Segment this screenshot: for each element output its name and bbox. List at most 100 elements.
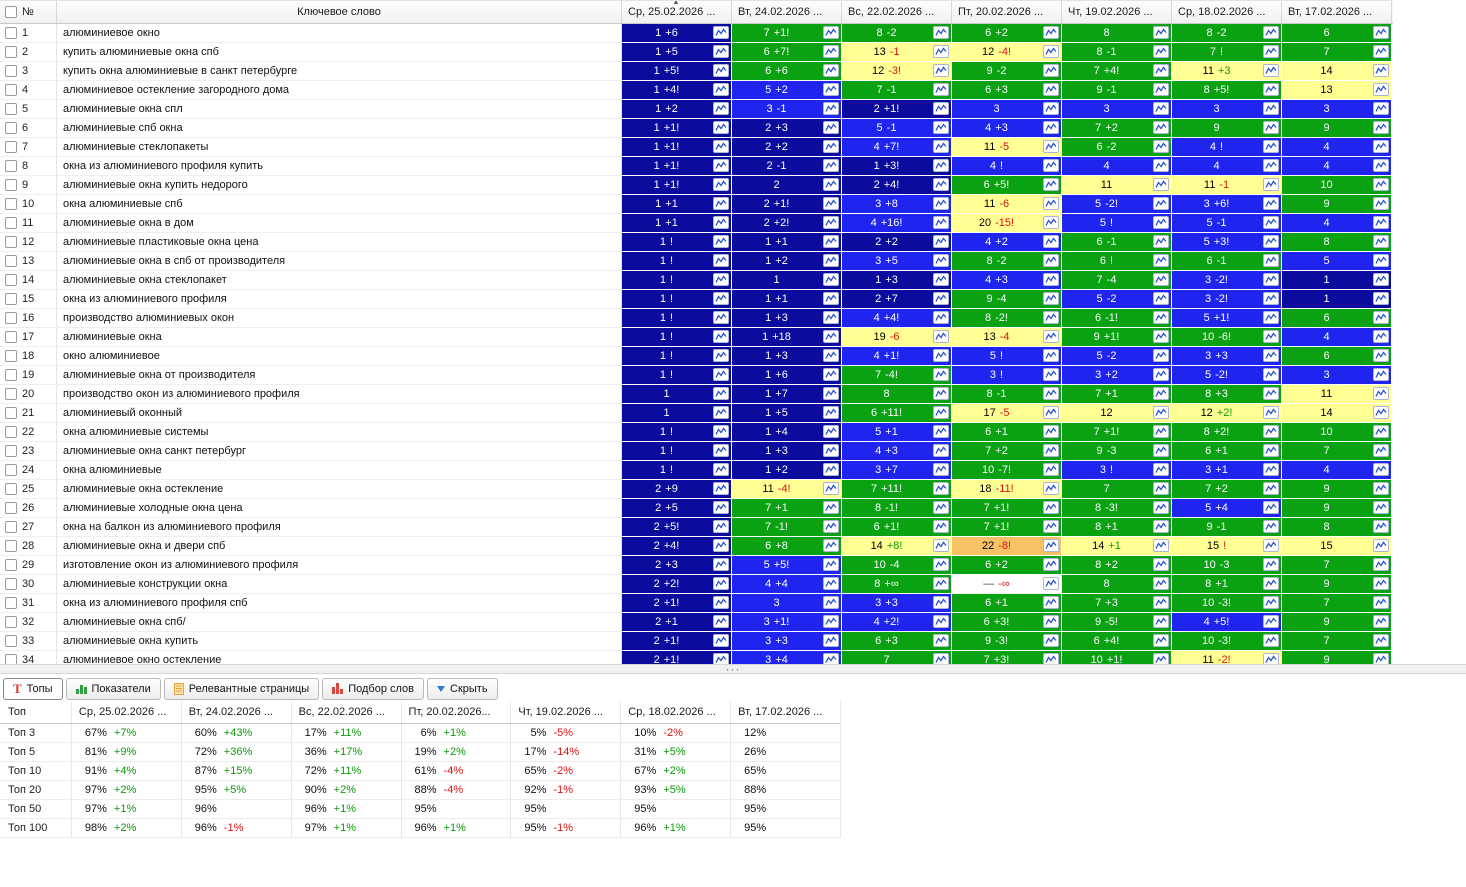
sparkline-icon[interactable] <box>713 197 729 210</box>
sparkline-icon[interactable] <box>713 653 729 664</box>
keyword-cell[interactable]: производство окон из алюминиевого профил… <box>57 385 622 404</box>
sparkline-icon[interactable] <box>1263 26 1279 39</box>
sparkline-icon[interactable] <box>713 311 729 324</box>
row-checkbox[interactable] <box>5 369 17 381</box>
sparkline-icon[interactable] <box>933 235 949 248</box>
keyword-cell[interactable]: алюминиевое окно остекление <box>57 651 622 664</box>
sparkline-icon[interactable] <box>1153 368 1169 381</box>
sparkline-icon[interactable] <box>823 140 839 153</box>
sparkline-icon[interactable] <box>1153 615 1169 628</box>
row-checkbox[interactable] <box>5 654 17 664</box>
sparkline-icon[interactable] <box>1263 653 1279 664</box>
sparkline-icon[interactable] <box>713 254 729 267</box>
sparkline-icon[interactable] <box>1153 463 1169 476</box>
sparkline-icon[interactable] <box>1153 539 1169 552</box>
keyword-cell[interactable]: окна алюминиевые <box>57 461 622 480</box>
sparkline-icon[interactable] <box>1043 615 1059 628</box>
keyword-cell[interactable]: окна на балкон из алюминиевого профиля <box>57 518 622 537</box>
sparkline-icon[interactable] <box>1263 216 1279 229</box>
sparkline-icon[interactable] <box>823 539 839 552</box>
sparkline-icon[interactable] <box>1043 216 1059 229</box>
sparkline-icon[interactable] <box>933 558 949 571</box>
sparkline-icon[interactable] <box>1043 311 1059 324</box>
keyword-cell[interactable]: производство алюминиевых окон <box>57 309 622 328</box>
row-checkbox[interactable] <box>5 179 17 191</box>
sparkline-icon[interactable] <box>1263 83 1279 96</box>
sparkline-icon[interactable] <box>1263 539 1279 552</box>
keyword-cell[interactable]: алюминиевые окна <box>57 328 622 347</box>
row-checkbox[interactable] <box>5 217 17 229</box>
sparkline-icon[interactable] <box>1373 520 1389 533</box>
sparkline-icon[interactable] <box>933 463 949 476</box>
sparkline-icon[interactable] <box>1373 444 1389 457</box>
sparkline-icon[interactable] <box>1263 615 1279 628</box>
sparkline-icon[interactable] <box>1153 26 1169 39</box>
row-checkbox[interactable] <box>5 27 17 39</box>
sparkline-icon[interactable] <box>823 368 839 381</box>
keyword-cell[interactable]: алюминиевые конструкции окна <box>57 575 622 594</box>
sparkline-icon[interactable] <box>1043 501 1059 514</box>
row-checkbox[interactable] <box>5 426 17 438</box>
sparkline-icon[interactable] <box>713 45 729 58</box>
keyword-cell[interactable]: алюминиевые холодные окна цена <box>57 499 622 518</box>
sparkline-icon[interactable] <box>1263 406 1279 419</box>
sparkline-icon[interactable] <box>1373 178 1389 191</box>
sparkline-icon[interactable] <box>1043 64 1059 77</box>
sparkline-icon[interactable] <box>823 634 839 647</box>
sparkline-icon[interactable] <box>713 159 729 172</box>
sparkline-icon[interactable] <box>1373 159 1389 172</box>
keyword-cell[interactable]: алюминиевые окна остекление <box>57 480 622 499</box>
sparkline-icon[interactable] <box>713 577 729 590</box>
sparkline-icon[interactable] <box>713 330 729 343</box>
tops-column-header-date[interactable]: Вт, 17.02.2026 ... <box>730 701 840 723</box>
row-checkbox[interactable] <box>5 502 17 514</box>
sparkline-icon[interactable] <box>1153 425 1169 438</box>
sparkline-icon[interactable] <box>1043 653 1059 664</box>
sparkline-icon[interactable] <box>823 387 839 400</box>
sparkline-icon[interactable] <box>1263 425 1279 438</box>
sparkline-icon[interactable] <box>713 482 729 495</box>
sparkline-icon[interactable] <box>823 596 839 609</box>
sparkline-icon[interactable] <box>713 178 729 191</box>
sparkline-icon[interactable] <box>823 83 839 96</box>
sparkline-icon[interactable] <box>1153 292 1169 305</box>
sparkline-icon[interactable] <box>1373 140 1389 153</box>
sparkline-icon[interactable] <box>1043 368 1059 381</box>
keyword-cell[interactable]: алюминиевые окна в спб от производителя <box>57 252 622 271</box>
sparkline-icon[interactable] <box>823 615 839 628</box>
row-checkbox[interactable] <box>5 293 17 305</box>
sparkline-icon[interactable] <box>1373 615 1389 628</box>
sparkline-icon[interactable] <box>1043 159 1059 172</box>
sparkline-icon[interactable] <box>1373 501 1389 514</box>
sparkline-icon[interactable] <box>1263 235 1279 248</box>
sparkline-icon[interactable] <box>1373 102 1389 115</box>
sparkline-icon[interactable] <box>933 387 949 400</box>
keyword-cell[interactable]: купить алюминиевые окна спб <box>57 43 622 62</box>
sparkline-icon[interactable] <box>933 178 949 191</box>
sparkline-icon[interactable] <box>1263 311 1279 324</box>
sparkline-icon[interactable] <box>1373 558 1389 571</box>
sparkline-icon[interactable] <box>823 406 839 419</box>
row-checkbox[interactable] <box>5 540 17 552</box>
sparkline-icon[interactable] <box>713 596 729 609</box>
row-checkbox[interactable] <box>5 274 17 286</box>
sparkline-icon[interactable] <box>1153 406 1169 419</box>
sparkline-icon[interactable] <box>933 425 949 438</box>
sparkline-icon[interactable] <box>713 121 729 134</box>
row-checkbox[interactable] <box>5 578 17 590</box>
row-checkbox[interactable] <box>5 46 17 58</box>
sparkline-icon[interactable] <box>1153 653 1169 664</box>
sparkline-icon[interactable] <box>1043 273 1059 286</box>
keyword-cell[interactable]: алюминиевые окна спб/ <box>57 613 622 632</box>
sparkline-icon[interactable] <box>1153 444 1169 457</box>
sparkline-icon[interactable] <box>1263 463 1279 476</box>
sparkline-icon[interactable] <box>1373 235 1389 248</box>
sparkline-icon[interactable] <box>823 178 839 191</box>
keyword-cell[interactable]: алюминиевые окна стеклопакет <box>57 271 622 290</box>
keyword-cell[interactable]: окно алюминиевое <box>57 347 622 366</box>
sparkline-icon[interactable] <box>1263 140 1279 153</box>
sparkline-icon[interactable] <box>1153 482 1169 495</box>
sparkline-icon[interactable] <box>1043 539 1059 552</box>
sparkline-icon[interactable] <box>823 26 839 39</box>
row-checkbox[interactable] <box>5 255 17 267</box>
